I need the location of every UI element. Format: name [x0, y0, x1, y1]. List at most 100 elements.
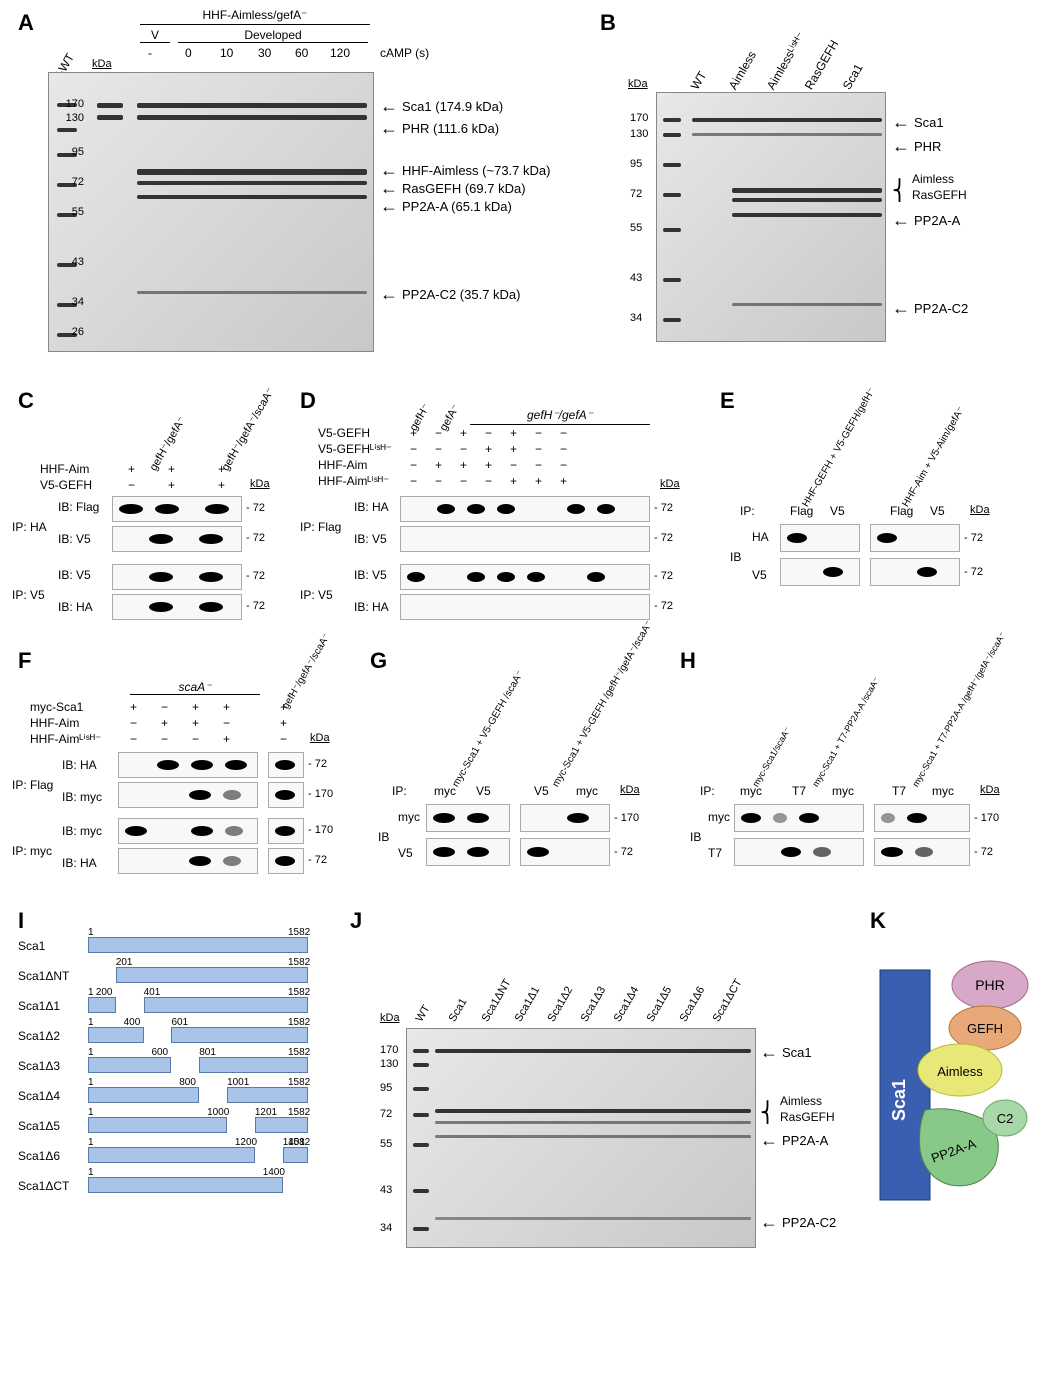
panel-i-bar [116, 967, 308, 983]
panel-j-lane: WT [414, 1003, 433, 1024]
panel-i-bar [255, 1117, 308, 1133]
panel-f-r2: HHF-Aimᴸⁱˢᴴ⁻ [30, 732, 101, 746]
panel-f-ib00: IB: HA [62, 758, 97, 772]
panel-i-bar-end: 1582 [288, 1077, 310, 1088]
panel-a-kda: kDa [92, 58, 112, 70]
panel-j-mw6: 34 [380, 1222, 392, 1234]
panel-a-t0: - [148, 46, 152, 60]
panel-a-camp: cAMP (s) [380, 46, 429, 60]
panel-h-label: H [680, 648, 696, 674]
panel-d-72a: - 72 [654, 502, 673, 514]
panel-d-72d: - 72 [654, 600, 673, 612]
panel-b-mw1: 130 [630, 128, 648, 140]
panel-a-mw5: 43 [56, 256, 84, 268]
panel-i-bar [88, 1117, 227, 1133]
panel-a-t5: 120 [330, 46, 350, 60]
panel-h-mw0: - 170 [974, 812, 999, 824]
panel-i-bar [88, 1177, 283, 1193]
panel-a-mw1: 130 [56, 112, 84, 124]
panel-d-label: D [300, 388, 316, 414]
panel-c-v12: + [218, 478, 225, 492]
panel-i-bar-end: 600 [151, 1047, 168, 1058]
panel-f-ib10: IB: myc [62, 824, 102, 838]
panel-b-l1: Aimless [726, 49, 759, 92]
panel-f-blot1 [118, 782, 258, 808]
panel-g-ip: IP: [392, 784, 407, 798]
panel-g-kda: kDa [620, 784, 640, 796]
panel-i-label: I [18, 908, 24, 934]
panel-i-bar-start: 1 [88, 1047, 94, 1058]
panel-h-blot1 [734, 838, 864, 866]
panel-d-ip0: IP: Flag [300, 520, 341, 534]
panel-j-gel [406, 1028, 756, 1248]
panel-b-p3: RasGEFH [912, 188, 967, 202]
panel-i-bar-start: 1 [88, 987, 94, 998]
panel-e-kda: kDa [970, 504, 990, 516]
panel-d-72c: - 72 [654, 570, 673, 582]
panel-g-blot0 [426, 804, 510, 832]
panel-f-r0: myc-Sca1 [30, 700, 83, 714]
panel-a-mw6: 34 [56, 296, 84, 308]
panel-g-c0: myc-Sca1 + V5-GEFH /scaA⁻ [450, 669, 526, 789]
panel-f-ip0: IP: Flag [12, 778, 53, 792]
panel-i-construct-name: Sca1ΔNT [18, 969, 69, 983]
panel-j-p2: RasGEFH [780, 1110, 835, 1124]
panel-f-blot3b [268, 848, 304, 874]
panel-h-mw1: - 72 [974, 846, 993, 858]
panel-f-blot0 [118, 752, 258, 778]
panel-c-v11: + [168, 478, 175, 492]
panel-g-iblbl: IB [378, 830, 389, 844]
panel-j-lane: Sca1Δ6 [678, 985, 708, 1024]
svg-text:Sca1: Sca1 [889, 1079, 909, 1121]
panel-i-construct-name: Sca1Δ2 [18, 1029, 60, 1043]
panel-b-p0: Sca1 [892, 112, 944, 133]
panel-i-bar-end: 1000 [207, 1107, 229, 1118]
svg-text:Aimless: Aimless [937, 1064, 983, 1079]
panel-h-c2: myc-Sca1 + T7-PP2A-A /gefH⁻/gefA⁻/scaA⁻ [910, 630, 1008, 789]
panel-f-ib11: IB: HA [62, 856, 97, 870]
panel-g-ipv3: myc [576, 784, 598, 798]
panel-e-ib1: V5 [752, 568, 767, 582]
panel-c-72b: - 72 [246, 532, 265, 544]
panel-e-ip: IP: [740, 504, 755, 518]
panel-f-row2-vals: −−−+ [130, 732, 254, 746]
panel-e-ipv0: Flag [790, 504, 813, 518]
panel-e-72a: - 72 [964, 532, 983, 544]
panel-f-row1-vals: −++− [130, 716, 254, 730]
panel-d-r1: V5-GEFHᴸⁱˢᴴ⁻ [318, 442, 392, 456]
panel-i-bar [88, 1087, 199, 1103]
panel-a-p4: PP2A-A (65.1 kDa) [380, 196, 512, 217]
panel-b-l0: WT [688, 69, 709, 92]
panel-c-ib01: IB: V5 [58, 532, 91, 546]
panel-d-72b: - 72 [654, 532, 673, 544]
panel-a-mw4: 55 [56, 206, 84, 218]
panel-b-p4: PP2A-A [892, 210, 960, 231]
panel-d-ib00: IB: HA [354, 500, 389, 514]
panel-d-ib11: IB: HA [354, 600, 389, 614]
panel-i-construct-name: Sca1Δ6 [18, 1149, 60, 1163]
panel-g-mw0: - 170 [614, 812, 639, 824]
panel-e-blot3 [870, 558, 960, 586]
panel-h-ipv1: T7 [792, 784, 806, 798]
panel-j-mw3: 72 [380, 1108, 392, 1120]
panel-h-ipv2: myc [832, 784, 854, 798]
panel-c-c1: gefH⁻/gefA⁻/scaA⁻ [219, 385, 277, 473]
panel-j-lane: Sca1Δ4 [612, 985, 642, 1024]
svg-text:GEFH: GEFH [967, 1021, 1003, 1036]
panel-c-ip1: IP: V5 [12, 588, 45, 602]
panel-d-row0-vals: +−+−+−− [410, 426, 585, 440]
panel-j-bracket: ⎨ [760, 1100, 775, 1125]
panel-i-bar [88, 1147, 255, 1163]
panel-f-g1: gefH⁻/gefA⁻/scaA⁻ [280, 632, 332, 711]
panel-h-c1: myc-Sca1 + T7-PP2A-A /scaA⁻ [810, 675, 882, 789]
panel-h-blot0 [734, 804, 864, 832]
panel-c-v02: + [218, 462, 225, 476]
panel-b-bracket: ⎨ [892, 178, 907, 203]
panel-f-row0-vals: +−++ [130, 700, 254, 714]
panel-j-p0: Sca1 [760, 1042, 812, 1063]
panel-b-p1: PHR [892, 136, 941, 157]
panel-a-t4: 60 [295, 46, 308, 60]
panel-g-c1: myc-Sca1 + V5-GEFH /gefH⁻/gefA⁻/scaA⁻ [550, 619, 655, 789]
panel-a-gel [48, 72, 374, 352]
panel-i-bar [88, 1057, 171, 1073]
